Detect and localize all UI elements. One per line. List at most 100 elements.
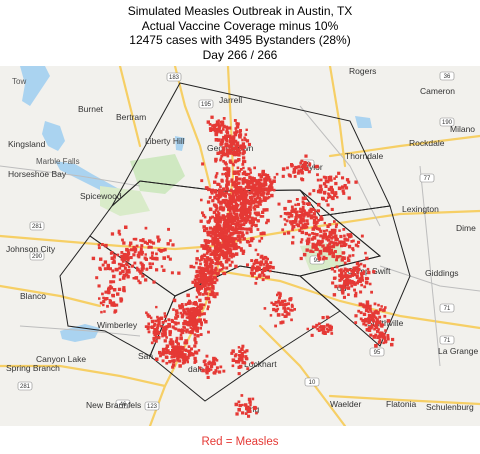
measles-case-marker: [229, 149, 233, 153]
measles-case-marker: [328, 235, 332, 239]
measles-case-marker: [224, 253, 228, 257]
chart-subtitle-cases: 12475 cases with 3495 Bystanders (28%): [129, 33, 351, 47]
measles-case-marker: [340, 244, 344, 248]
measles-case-marker: [315, 227, 319, 231]
measles-case-marker: [380, 331, 384, 335]
measles-case-marker: [293, 175, 297, 178]
measles-case-marker: [176, 341, 179, 345]
measles-case-marker: [260, 184, 263, 187]
measles-case-marker: [334, 284, 338, 289]
measles-case-marker: [348, 254, 352, 258]
measles-case-marker: [201, 211, 204, 215]
measles-case-marker: [227, 203, 232, 207]
measles-case-marker: [246, 209, 251, 213]
measles-case-marker: [308, 233, 311, 237]
measles-case-marker: [103, 267, 107, 271]
measles-case-marker: [186, 293, 190, 298]
measles-case-marker: [149, 256, 152, 260]
measles-case-marker: [200, 244, 204, 248]
measles-case-marker: [192, 310, 197, 314]
map-canvas[interactable]: 195 183 79 77 190 281 290 95 95 10 123 4…: [0, 66, 480, 426]
measles-case-marker: [200, 258, 203, 261]
measles-case-marker: [359, 276, 363, 280]
measles-case-marker: [338, 273, 342, 278]
measles-case-marker: [172, 298, 177, 303]
measles-case-marker: [267, 185, 271, 189]
measles-case-marker: [326, 203, 330, 207]
measles-case-marker: [257, 266, 261, 270]
measles-case-marker: [256, 204, 260, 208]
measles-case-marker: [221, 238, 225, 242]
measles-case-markers: [91, 115, 395, 418]
measles-case-marker: [353, 294, 358, 298]
measles-case-marker: [201, 368, 205, 373]
measles-case-marker: [161, 350, 165, 353]
measles-case-marker: [239, 247, 243, 251]
measles-case-marker: [268, 269, 272, 273]
measles-case-marker: [315, 233, 319, 237]
measles-case-marker: [110, 256, 114, 260]
outbreak-map[interactable]: 195 183 79 77 190 281 290 95 95 10 123 4…: [0, 66, 480, 426]
measles-case-marker: [179, 336, 183, 341]
measles-case-marker: [234, 353, 238, 357]
measles-case-marker: [141, 238, 145, 241]
measles-case-marker: [193, 333, 197, 336]
measles-case-marker: [245, 231, 249, 235]
measles-case-marker: [141, 269, 144, 272]
measles-case-marker: [317, 240, 321, 244]
measles-case-marker: [154, 335, 158, 339]
measles-case-marker: [207, 282, 211, 286]
measles-case-marker: [197, 318, 200, 321]
measles-case-marker: [380, 305, 383, 308]
measles-case-marker: [316, 209, 320, 213]
measles-case-marker: [326, 330, 330, 333]
measles-case-marker: [345, 178, 350, 182]
measles-case-marker: [213, 254, 217, 258]
measles-case-marker: [312, 236, 317, 240]
measles-case-marker: [148, 262, 152, 266]
measles-case-marker: [369, 326, 373, 330]
measles-case-marker: [327, 328, 330, 332]
measles-case-marker: [239, 206, 243, 210]
measles-case-marker: [196, 277, 199, 281]
measles-case-marker: [185, 322, 189, 326]
measles-case-marker: [200, 179, 204, 183]
measles-case-marker: [262, 263, 266, 266]
measles-case-marker: [330, 245, 334, 249]
measles-case-marker: [224, 134, 228, 139]
measles-case-marker: [254, 260, 258, 265]
measles-case-marker: [137, 268, 140, 272]
label-giddings: Giddings: [425, 268, 459, 278]
measles-case-marker: [225, 224, 230, 228]
measles-case-marker: [112, 288, 117, 292]
measles-case-marker: [215, 243, 219, 247]
measles-case-marker: [107, 286, 112, 290]
measles-case-marker: [230, 219, 233, 223]
measles-case-marker: [289, 308, 293, 312]
measles-case-marker: [334, 241, 338, 245]
measles-case-marker: [247, 199, 251, 203]
measles-case-marker: [231, 237, 235, 241]
measles-case-marker: [292, 170, 296, 174]
measles-case-marker: [183, 329, 186, 332]
measles-case-marker: [261, 172, 265, 176]
measles-case-marker: [239, 223, 243, 227]
measles-case-marker: [220, 208, 224, 211]
measles-case-marker: [316, 327, 319, 331]
measles-case-marker: [357, 279, 360, 283]
svg-text:36: 36: [444, 74, 451, 80]
measles-case-marker: [170, 318, 174, 322]
measles-case-marker: [163, 312, 166, 315]
label-canyon-lake: Canyon Lake: [36, 354, 86, 364]
measles-case-marker: [290, 222, 294, 226]
measles-case-marker: [175, 349, 179, 352]
measles-case-marker: [356, 244, 360, 248]
measles-case-marker: [227, 248, 231, 252]
measles-case-marker: [206, 230, 210, 234]
measles-case-marker: [335, 175, 338, 178]
measles-case-marker: [341, 287, 345, 291]
measles-case-marker: [214, 157, 218, 162]
measles-case-marker: [364, 319, 368, 323]
measles-case-marker: [197, 313, 202, 317]
measles-case-marker: [245, 201, 248, 205]
